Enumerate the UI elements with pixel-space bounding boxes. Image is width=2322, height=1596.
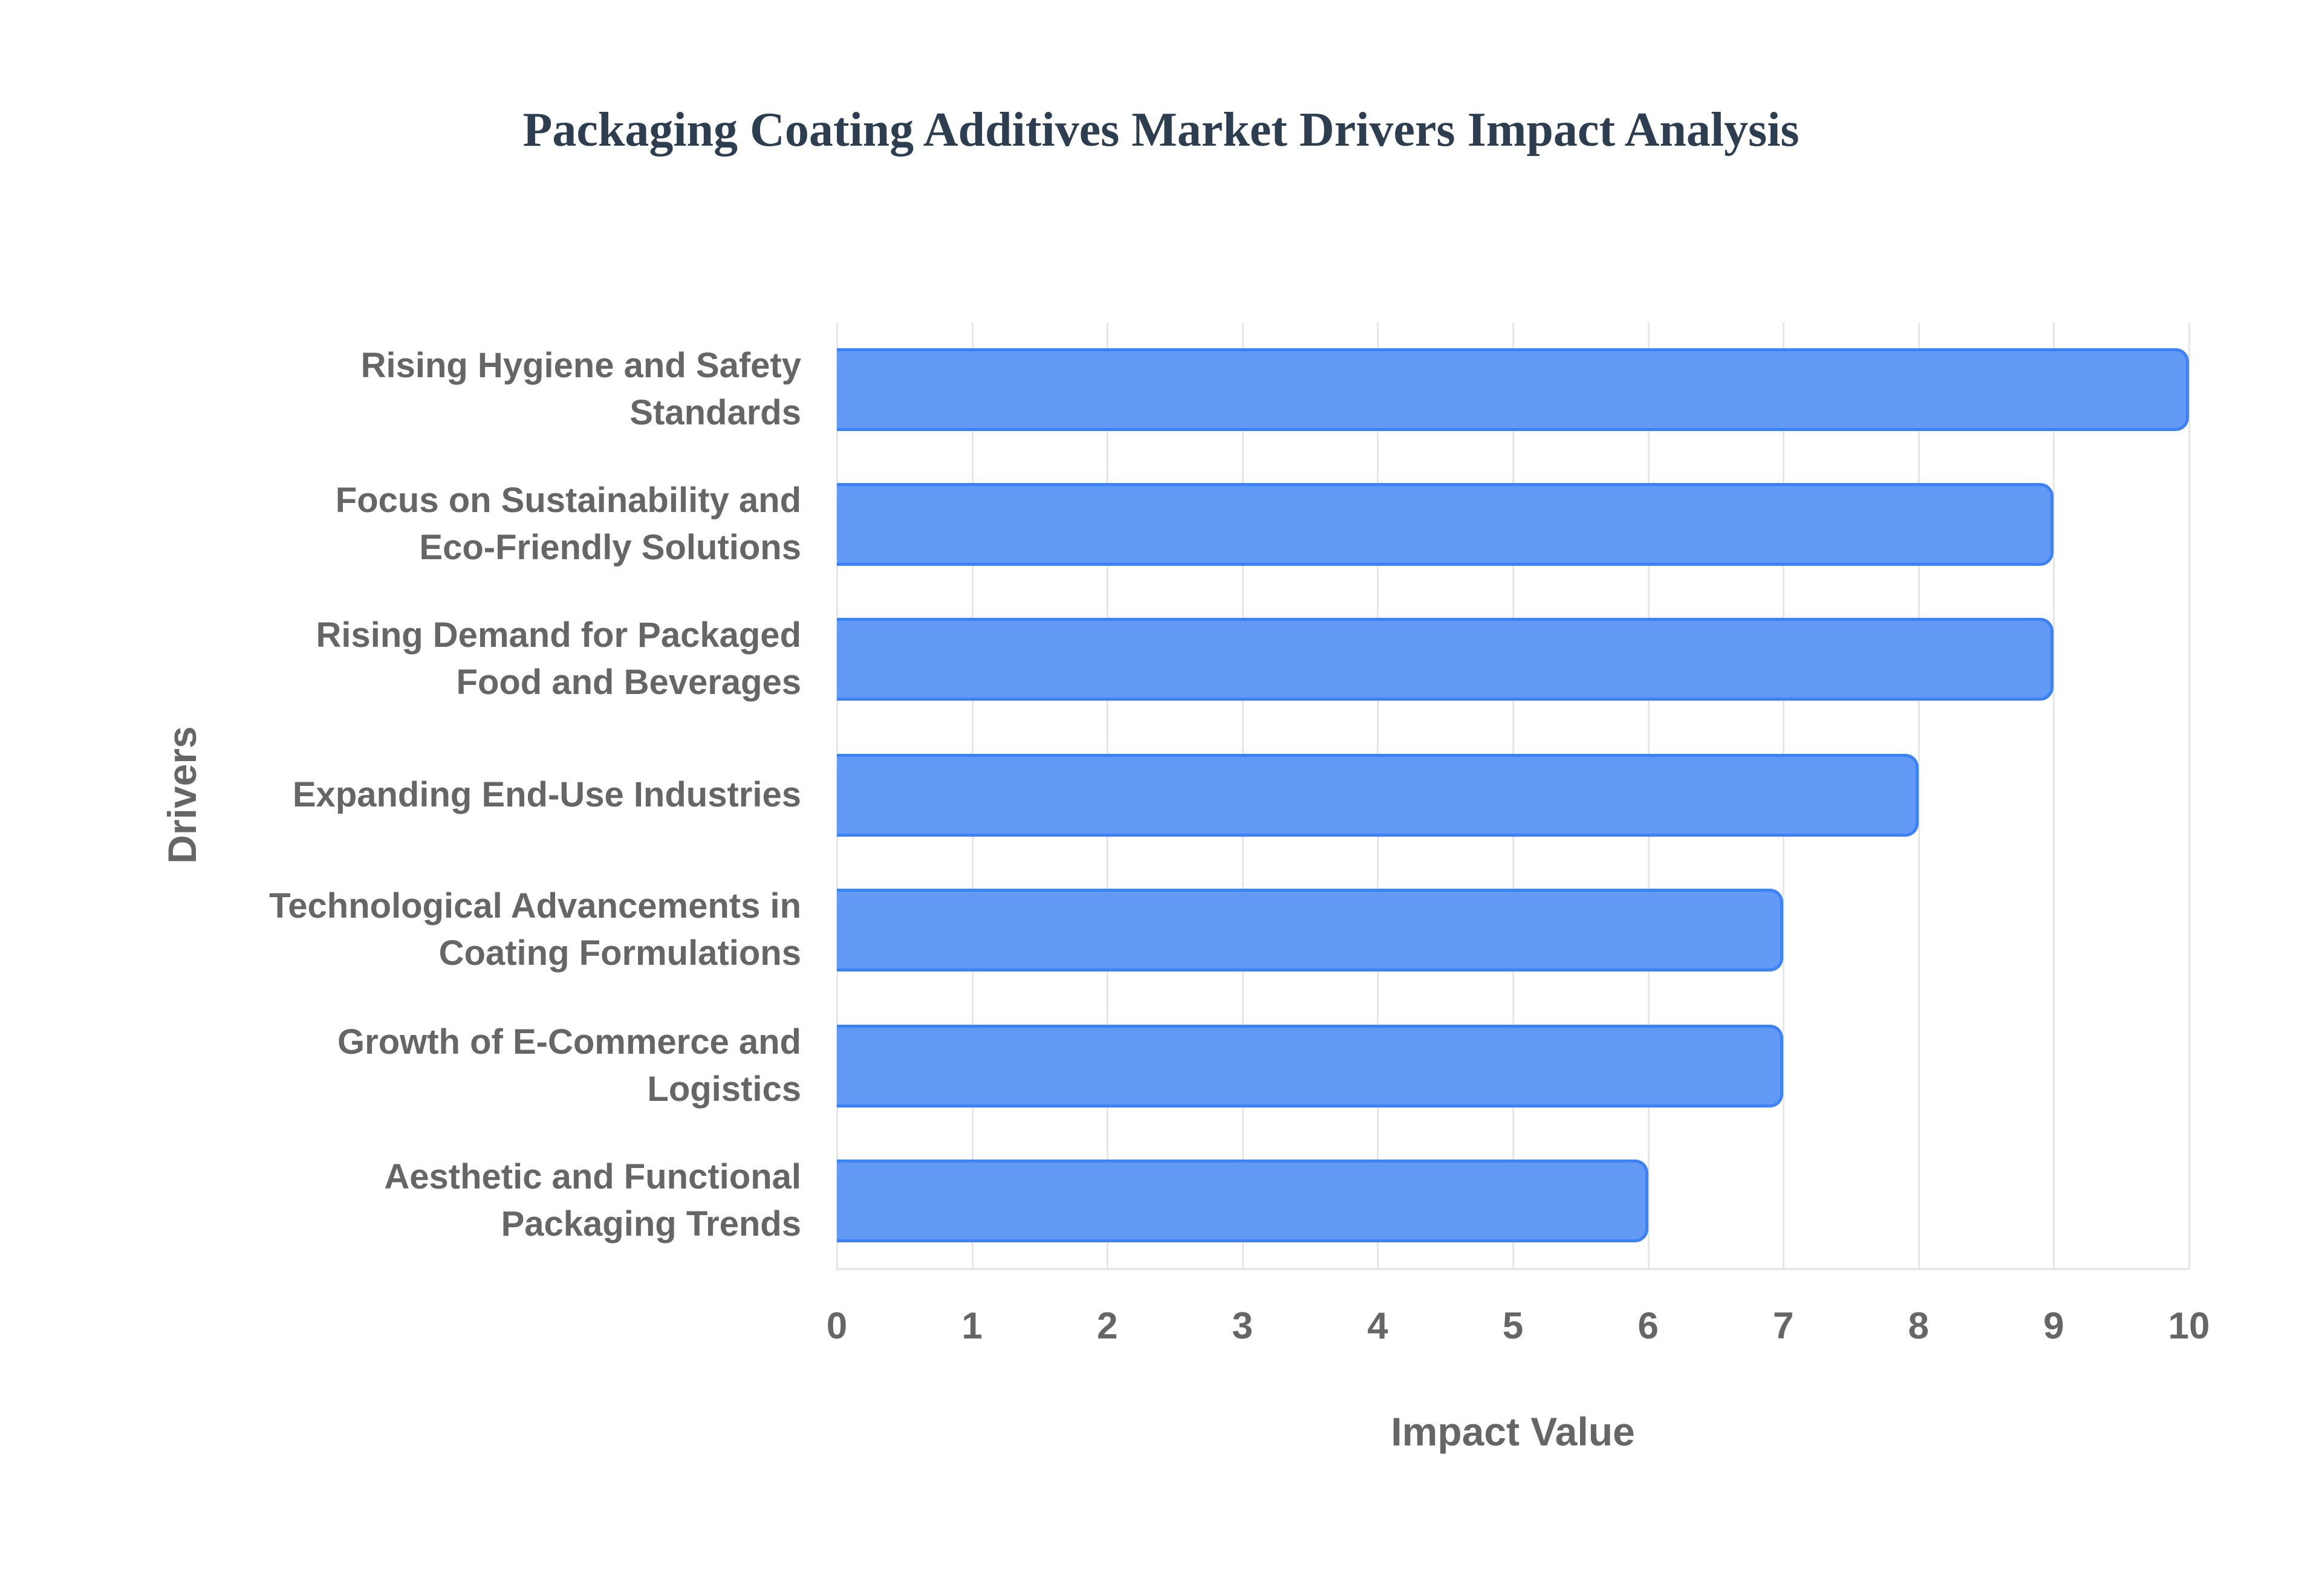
bar[interactable] [837, 348, 2189, 431]
x-tick-label: 3 [1232, 1305, 1254, 1347]
x-tick-label: 1 [961, 1305, 983, 1347]
gridline [2188, 323, 2190, 1270]
bar[interactable] [837, 1025, 1784, 1108]
y-tick-label: Rising Hygiene and Safety Standards [360, 346, 801, 432]
x-axis-title: Impact Value [1391, 1409, 1635, 1454]
plot-area [836, 323, 2190, 1270]
y-tick-label: Technological Advancements in Coating For… [269, 886, 801, 973]
x-tick-label: 4 [1367, 1305, 1388, 1347]
bar[interactable] [837, 889, 1784, 972]
y-tick-label: Focus on Sustainability and Eco-Friendly … [335, 481, 801, 567]
y-tick-label: Expanding End-Use Industries [292, 775, 801, 814]
x-tick-label: 2 [1096, 1305, 1118, 1347]
bar[interactable] [837, 1160, 1648, 1242]
chart-title: Packaging Coating Additives Market Drive… [522, 103, 1800, 157]
x-tick-label: 10 [2168, 1305, 2210, 1347]
x-tick-label: 8 [1908, 1305, 1930, 1347]
x-tick-label: 9 [2043, 1305, 2064, 1347]
bar[interactable] [837, 618, 2054, 701]
gridline [1917, 323, 1920, 1270]
y-tick-label: Aesthetic and Functional Packaging Trends [384, 1157, 801, 1244]
x-tick-label: 5 [1502, 1305, 1524, 1347]
gridline [2053, 323, 2055, 1270]
x-tick-label: 7 [1772, 1305, 1794, 1347]
x-tick-label: 6 [1637, 1305, 1659, 1347]
bar[interactable] [837, 754, 1919, 837]
y-tick-label: Growth of E-Commerce and Logistics [337, 1022, 801, 1109]
y-tick-label: Rising Demand for Packaged Food and Bever… [316, 615, 801, 702]
x-tick-label: 0 [826, 1305, 848, 1347]
bar[interactable] [837, 483, 2054, 566]
